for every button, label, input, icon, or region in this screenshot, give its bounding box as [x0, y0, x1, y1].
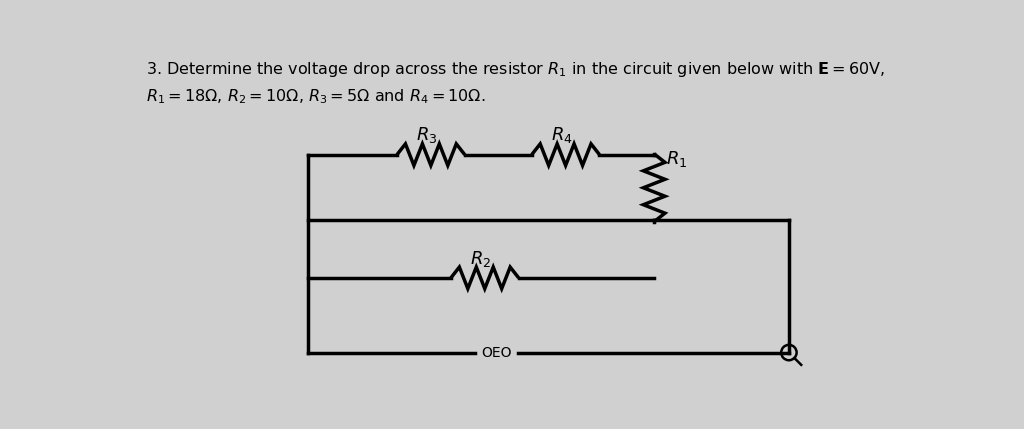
Text: $R_4$: $R_4$ [551, 125, 572, 145]
Text: $R_2$: $R_2$ [470, 249, 492, 269]
Text: OEO: OEO [481, 345, 512, 360]
Text: $R_1 = 18\Omega$, $R_2 = 10\Omega$, $R_3 = 5\Omega$ and $R_4 = 10\Omega$.: $R_1 = 18\Omega$, $R_2 = 10\Omega$, $R_3… [146, 88, 485, 106]
Text: 3. Determine the voltage drop across the resistor $R_1$ in the circuit given bel: 3. Determine the voltage drop across the… [146, 60, 885, 79]
Text: $R_3$: $R_3$ [417, 125, 437, 145]
Text: $R_1$: $R_1$ [666, 148, 687, 169]
